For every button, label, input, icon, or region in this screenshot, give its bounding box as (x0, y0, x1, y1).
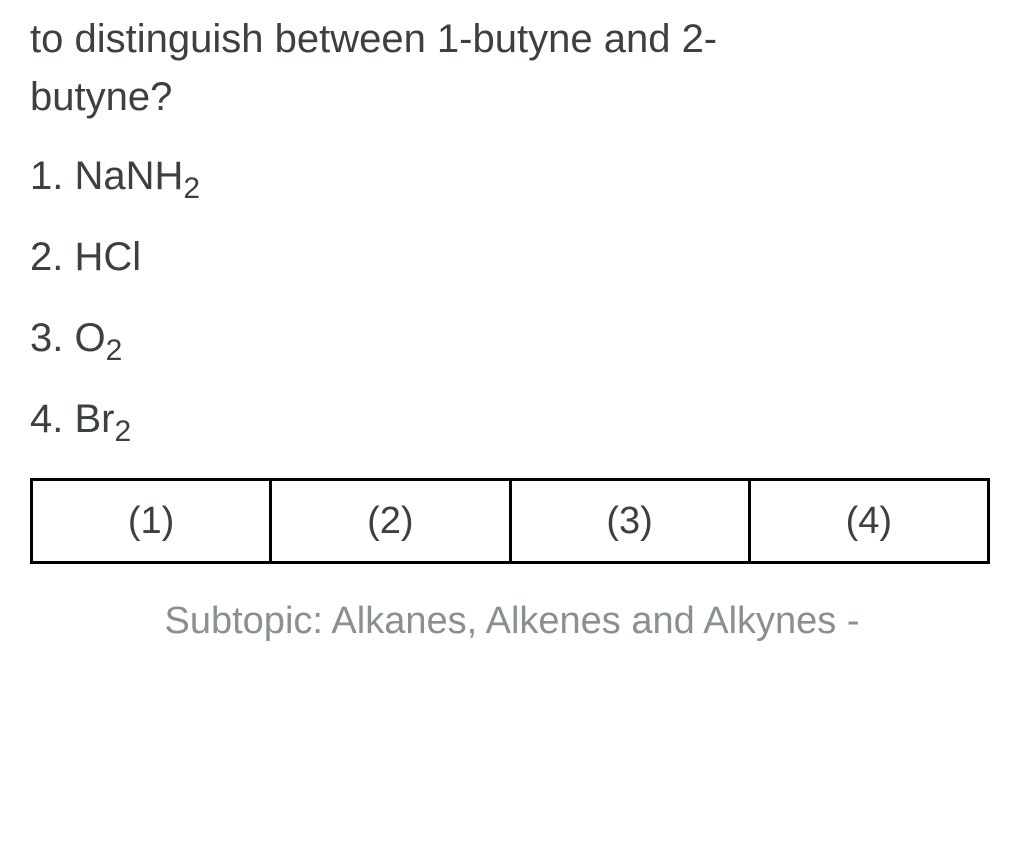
answer-cell-2[interactable]: (2) (271, 480, 510, 563)
option-4: 4. Br2 (30, 397, 994, 442)
option-4-num: 4. (30, 397, 74, 441)
question-text: to distinguish between 1-butyne and 2- b… (30, 10, 994, 126)
page: to distinguish between 1-butyne and 2- b… (0, 0, 1024, 653)
table-row: (1) (2) (3) (4) (32, 480, 989, 563)
answer-cell-3[interactable]: (3) (510, 480, 749, 563)
option-3-sub: 2 (106, 334, 123, 367)
option-2: 2. HCl (30, 235, 994, 280)
option-4-pre: Br (74, 397, 114, 441)
option-2-num: 2. (30, 235, 74, 279)
question-line2: butyne? (30, 75, 172, 119)
option-4-sub: 2 (114, 415, 131, 448)
option-3-pre: O (74, 316, 105, 360)
option-3: 3. O2 (30, 316, 994, 361)
option-1-sub: 2 (183, 172, 200, 205)
option-2-pre: HCl (74, 235, 141, 279)
option-1-num: 1. (30, 154, 74, 198)
answer-cell-4[interactable]: (4) (749, 480, 988, 563)
option-3-num: 3. (30, 316, 74, 360)
subtopic-label: Subtopic: Alkanes, Alkenes and Alkynes - (30, 600, 994, 643)
option-1-pre: NaNH (74, 154, 183, 198)
answer-cell-1[interactable]: (1) (32, 480, 271, 563)
option-1: 1. NaNH2 (30, 154, 994, 199)
answer-table: (1) (2) (3) (4) (30, 478, 990, 564)
question-line1: to distinguish between 1-butyne and 2- (30, 17, 717, 61)
